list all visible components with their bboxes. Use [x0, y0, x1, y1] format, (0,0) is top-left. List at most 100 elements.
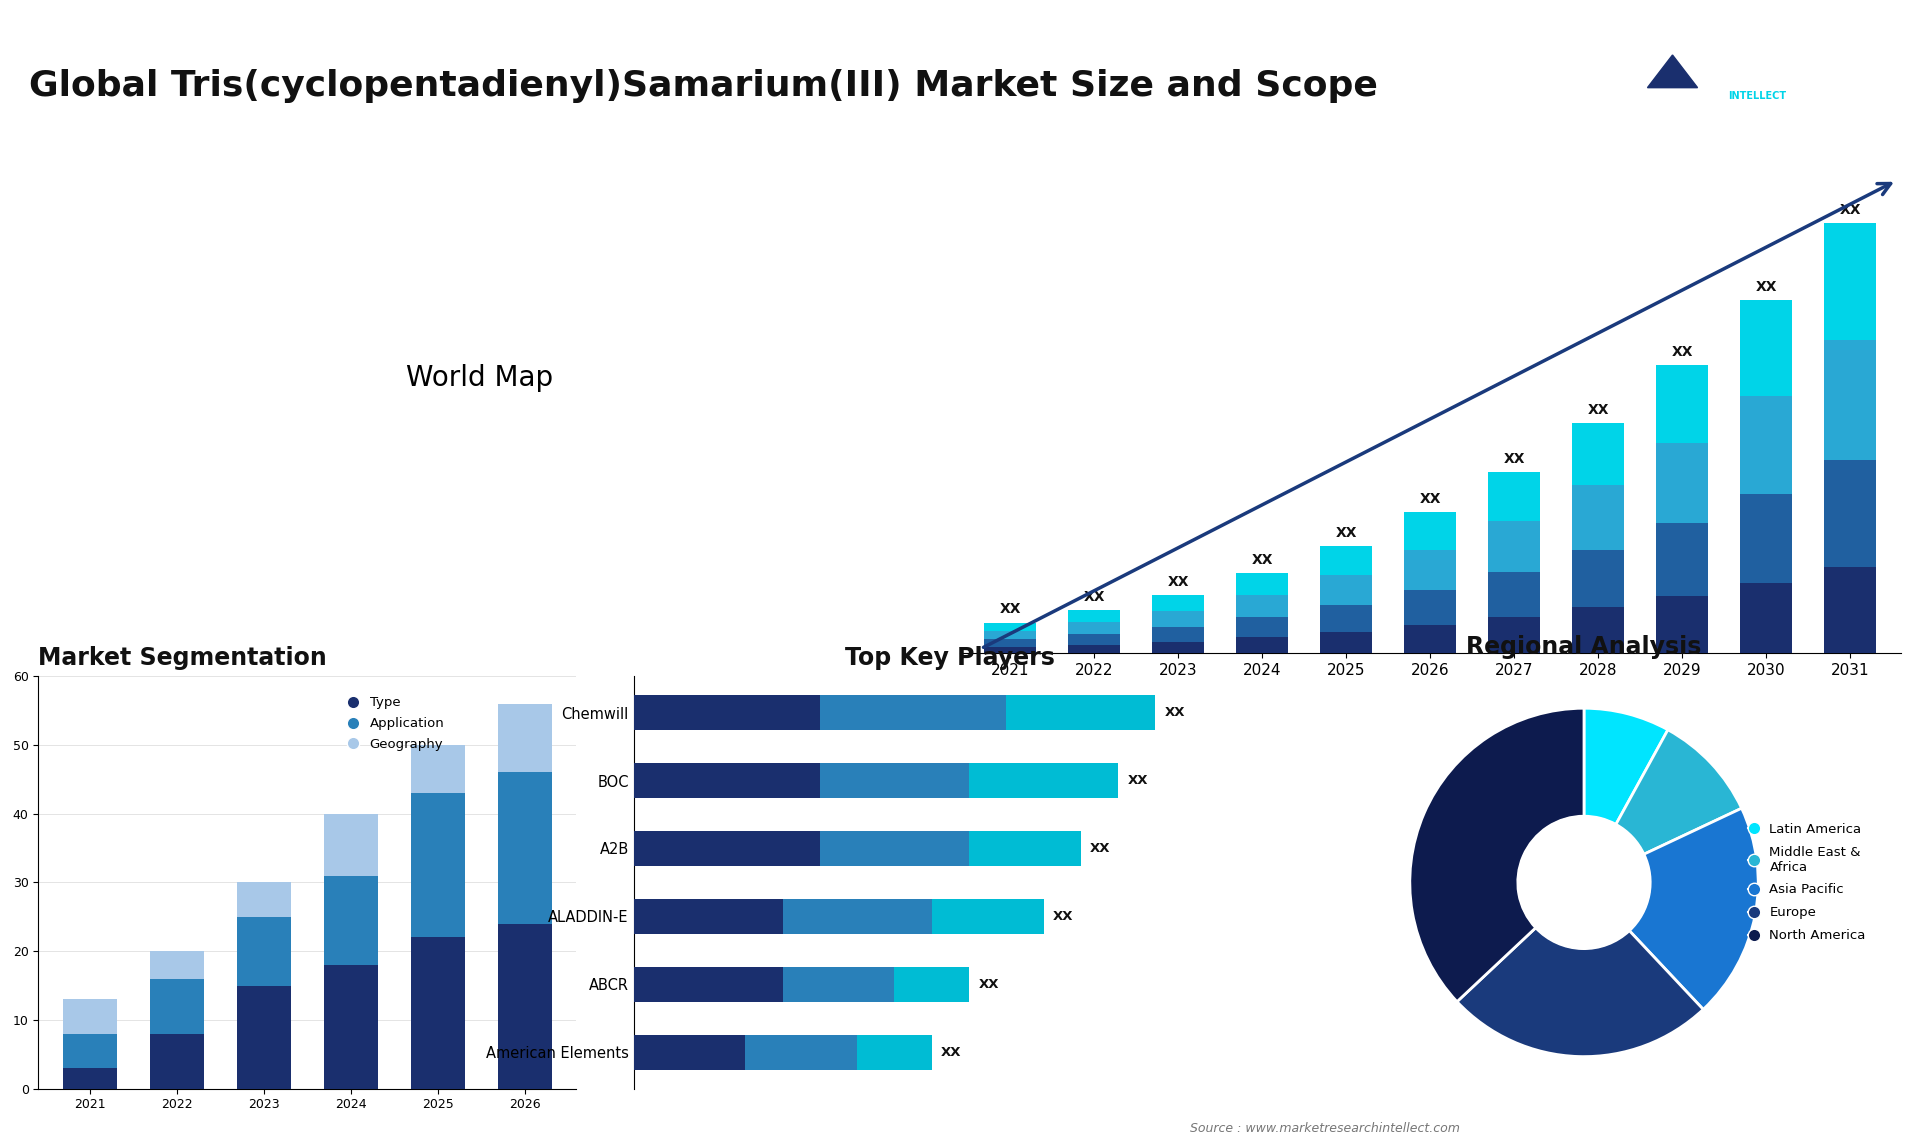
Bar — [1152, 627, 1204, 642]
Bar — [411, 937, 465, 1089]
Bar — [1572, 485, 1624, 550]
Bar — [1657, 596, 1709, 653]
Text: Global Tris(cyclopentadienyl)Samarium(III) Market Size and Scope: Global Tris(cyclopentadienyl)Samarium(II… — [29, 69, 1379, 103]
Bar — [1740, 300, 1793, 395]
Text: XX: XX — [1336, 526, 1357, 540]
Bar — [1488, 617, 1540, 653]
Circle shape — [1519, 816, 1649, 949]
Bar — [1068, 634, 1121, 644]
Text: XX: XX — [1127, 774, 1148, 787]
Bar — [1740, 582, 1793, 653]
Bar — [1740, 395, 1793, 494]
Bar — [411, 745, 465, 793]
Text: XX: XX — [1091, 842, 1110, 855]
Bar — [1404, 590, 1457, 625]
Bar — [783, 967, 895, 1002]
Bar — [1824, 223, 1876, 339]
Bar — [970, 763, 1117, 798]
Bar — [1572, 423, 1624, 485]
Text: World Map: World Map — [407, 364, 553, 392]
Bar — [1488, 521, 1540, 572]
Bar — [324, 876, 378, 965]
Bar — [150, 979, 204, 1034]
Bar — [497, 704, 551, 772]
Bar — [783, 898, 931, 934]
Bar — [236, 882, 290, 917]
Text: XX: XX — [1755, 280, 1778, 295]
Polygon shape — [1636, 39, 1709, 93]
Bar — [931, 898, 1044, 934]
Bar — [150, 951, 204, 979]
Text: XX: XX — [1588, 403, 1609, 417]
Bar — [634, 763, 820, 798]
Bar — [1657, 364, 1709, 442]
Bar — [856, 1035, 931, 1070]
Polygon shape — [1647, 55, 1697, 87]
Bar — [634, 967, 783, 1002]
Wedge shape — [1584, 708, 1668, 824]
Bar — [324, 965, 378, 1089]
Text: INTELLECT: INTELLECT — [1728, 92, 1786, 101]
Wedge shape — [1457, 928, 1703, 1057]
Bar — [497, 924, 551, 1089]
Bar — [1572, 550, 1624, 607]
Bar — [634, 831, 820, 866]
Bar — [63, 1034, 117, 1068]
Bar — [634, 694, 820, 730]
Text: XX: XX — [1839, 203, 1860, 218]
Bar — [63, 999, 117, 1034]
Bar — [1152, 642, 1204, 653]
Text: XX: XX — [1052, 910, 1073, 923]
Text: XX: XX — [941, 1046, 962, 1059]
Bar — [1488, 472, 1540, 521]
Bar — [1404, 625, 1457, 653]
Bar — [63, 1068, 117, 1089]
Bar — [985, 630, 1037, 639]
Bar — [985, 639, 1037, 647]
Bar — [1740, 494, 1793, 582]
Bar — [236, 917, 290, 986]
Bar — [634, 1035, 745, 1070]
Title: Regional Analysis: Regional Analysis — [1467, 635, 1701, 659]
Text: XX: XX — [1083, 590, 1106, 604]
Text: MARKET: MARKET — [1728, 48, 1774, 57]
Bar — [1321, 545, 1373, 575]
Bar — [1236, 618, 1288, 637]
Title: Top Key Players: Top Key Players — [845, 646, 1056, 670]
Bar — [745, 1035, 856, 1070]
Text: XX: XX — [1165, 706, 1185, 719]
Text: Market Segmentation: Market Segmentation — [38, 646, 326, 670]
Bar — [1404, 512, 1457, 550]
Text: XX: XX — [1503, 452, 1524, 466]
Bar — [1321, 575, 1373, 605]
Bar — [1321, 631, 1373, 653]
Bar — [1236, 573, 1288, 595]
Bar — [411, 793, 465, 937]
Wedge shape — [1409, 708, 1584, 1002]
Bar — [1152, 611, 1204, 627]
Bar — [985, 622, 1037, 630]
Bar — [985, 647, 1037, 653]
Text: XX: XX — [979, 978, 998, 991]
Bar — [1824, 567, 1876, 653]
Bar — [1006, 694, 1156, 730]
Bar — [1657, 442, 1709, 524]
Wedge shape — [1630, 808, 1759, 1010]
Bar — [150, 1034, 204, 1089]
Bar — [1068, 644, 1121, 653]
Bar — [324, 814, 378, 876]
Bar — [1488, 572, 1540, 617]
Bar — [1236, 595, 1288, 618]
Wedge shape — [1617, 730, 1741, 854]
Bar — [1824, 339, 1876, 460]
Bar — [820, 763, 970, 798]
Text: XX: XX — [1419, 492, 1442, 505]
Text: RESEARCH: RESEARCH — [1728, 70, 1786, 79]
Bar — [1657, 524, 1709, 596]
Bar — [497, 772, 551, 924]
Bar — [970, 831, 1081, 866]
Text: XX: XX — [1167, 575, 1188, 589]
Bar — [634, 898, 783, 934]
Bar — [895, 967, 970, 1002]
Bar — [820, 694, 1006, 730]
